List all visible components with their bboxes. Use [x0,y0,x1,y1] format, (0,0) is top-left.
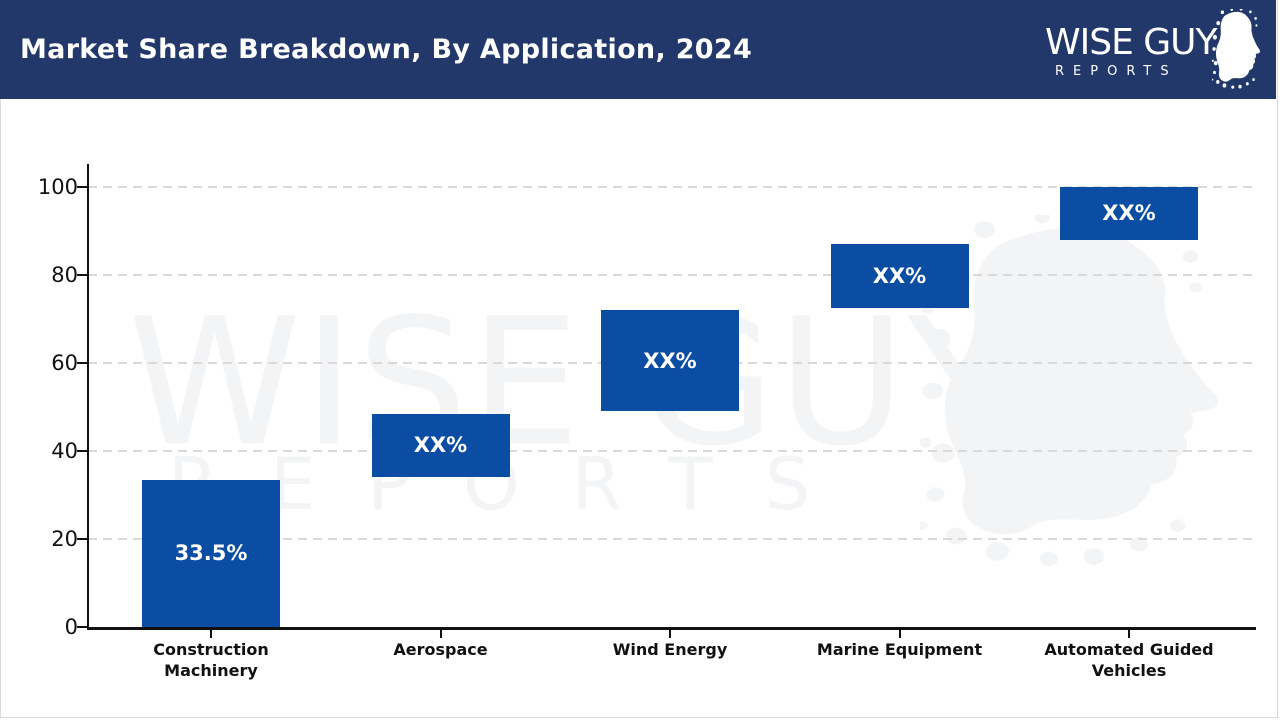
x-category-label: Wind Energy [612,640,728,659]
gridline-40 [88,450,1256,452]
y-tick-label: 100 [37,175,78,199]
y-tick-label: 60 [51,351,78,375]
bar-value-label: XX% [872,264,927,289]
page-border-left [0,99,1,717]
x-category-label: Construction Machinery [153,640,269,680]
bar-value-label: 33.5% [174,541,248,566]
bar-construction-machinery: 33.5% [142,479,280,627]
bar-value-label: XX% [413,433,468,458]
y-tick-mark [77,362,88,364]
gridline-100 [88,186,1256,188]
y-tick-mark [77,450,88,452]
y-tick-label: 80 [51,263,78,287]
bar-value-label: XX% [643,348,697,373]
gridline-20 [88,538,1256,540]
watermark-head-icon [920,215,1219,566]
brand-logo-subtitle: REPORTS [1055,64,1178,79]
x-category-label: Automated Guided Vehicles [1044,640,1214,680]
bar-aerospace: XX% [371,413,510,478]
bar-value-label: XX% [1102,201,1156,226]
y-axis-line [87,164,89,630]
x-tick-mark [439,630,442,638]
y-tick-label: 40 [51,439,78,463]
bar-automated-guided-vehicles: XX% [1060,187,1198,240]
y-tick-mark [77,538,88,540]
bar-marine-equipment: XX% [830,244,969,308]
x-tick-mark [898,630,901,638]
x-category-label: Marine Equipment [816,640,983,659]
header-bar: Market Share Breakdown, By Application, … [0,0,1276,99]
x-tick-mark [669,630,671,638]
x-tick-mark [1128,630,1130,638]
y-tick-label: 0 [64,615,78,639]
gridline-80 [88,274,1256,276]
brand-logo: WISE GUY REPORTS [1040,0,1275,99]
y-tick-mark [77,186,88,188]
y-tick-label: 20 [51,527,78,551]
page-border-bottom [0,717,1279,718]
x-axis-line [88,627,1256,630]
page-border-right [1277,0,1278,718]
brand-head-icon [1212,9,1261,89]
page-title: Market Share Breakdown, By Application, … [20,34,753,65]
y-tick-mark [77,274,88,276]
x-category-label: Aerospace [393,640,488,659]
bar-wind-energy: XX% [601,310,739,412]
brand-logo-wordmark: WISE GUY [1045,22,1217,63]
y-tick-mark [77,626,88,628]
x-tick-mark [210,630,212,638]
